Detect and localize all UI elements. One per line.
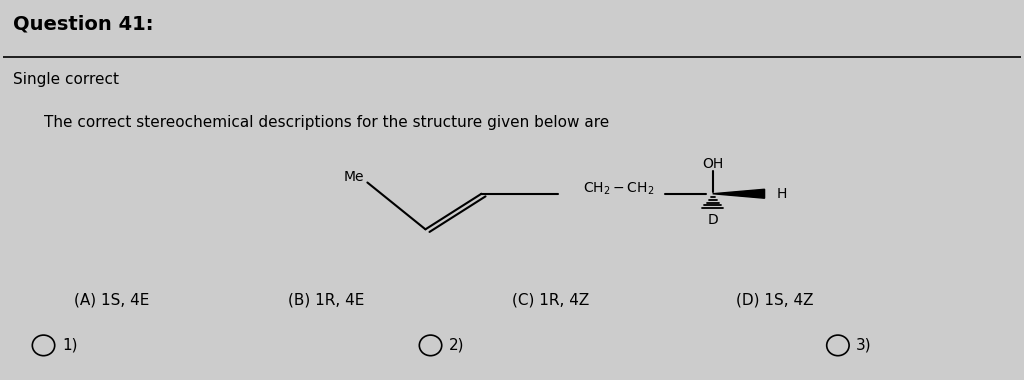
Text: Single correct: Single correct (13, 72, 119, 87)
Text: (D) 1S, 4Z: (D) 1S, 4Z (736, 293, 813, 308)
Text: Me: Me (344, 170, 365, 184)
Text: OH: OH (702, 157, 723, 171)
Text: (B) 1R, 4E: (B) 1R, 4E (288, 293, 365, 308)
Text: (C) 1R, 4Z: (C) 1R, 4Z (512, 293, 589, 308)
Text: (A) 1S, 4E: (A) 1S, 4E (74, 293, 150, 308)
Text: $\mathsf{CH_2-CH_2}$: $\mathsf{CH_2-CH_2}$ (584, 181, 654, 198)
Text: 1): 1) (61, 338, 78, 353)
Text: H: H (777, 187, 787, 201)
Text: Question 41:: Question 41: (13, 14, 154, 33)
Text: The correct stereochemical descriptions for the structure given below are: The correct stereochemical descriptions … (43, 115, 608, 130)
Text: D: D (708, 213, 718, 227)
Text: 3): 3) (856, 338, 871, 353)
Text: 2): 2) (449, 338, 464, 353)
Polygon shape (713, 189, 765, 198)
